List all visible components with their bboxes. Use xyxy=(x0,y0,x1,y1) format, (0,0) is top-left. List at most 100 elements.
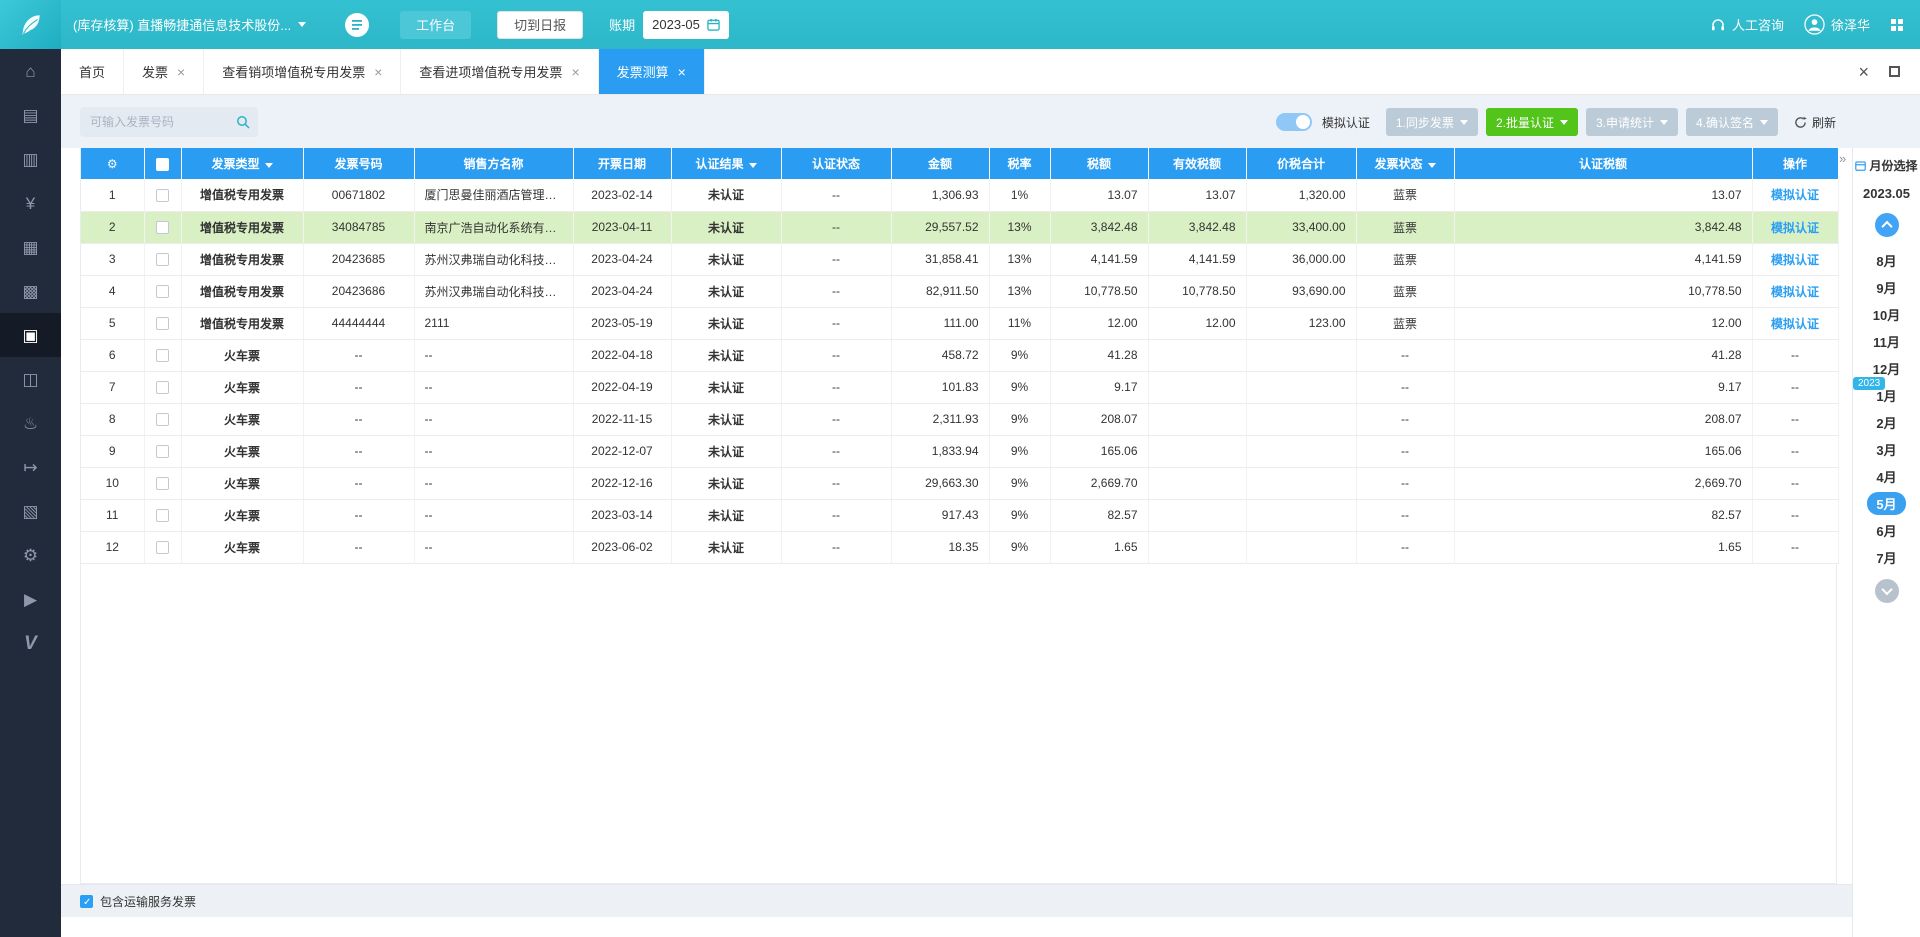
row-checkbox[interactable] xyxy=(156,285,169,299)
col-header-认证结果[interactable]: 认证结果 xyxy=(671,148,782,179)
tab-actions: × xyxy=(1858,49,1920,94)
row-checkbox[interactable] xyxy=(156,445,169,459)
apps-grid-icon[interactable] xyxy=(1890,18,1904,32)
month-item-2月[interactable]: 2月 xyxy=(1853,409,1920,436)
search-icon[interactable] xyxy=(236,115,250,129)
period-picker[interactable]: 2023-05 xyxy=(643,10,729,39)
month-item-5月[interactable]: 5月 xyxy=(1853,490,1920,517)
tab-发票测算[interactable]: 发票测算 × xyxy=(598,49,705,94)
row-checkbox[interactable] xyxy=(156,541,169,555)
table-row[interactable]: 6 火车票 -- -- 2022-04-18 未认证 -- 458.72 9% 41.28 -- 41… xyxy=(81,339,1839,372)
collapse-panel-icon[interactable]: » xyxy=(1839,151,1847,166)
simulate-cert-link[interactable]: 模拟认证 xyxy=(1770,316,1819,331)
tab-close-icon[interactable]: × xyxy=(677,63,686,80)
cell-cert_tax: 2,669.70 xyxy=(1454,467,1753,500)
month-item-9月[interactable]: 9月 xyxy=(1853,274,1920,301)
simulate-cert-link[interactable]: 模拟认证 xyxy=(1770,188,1819,203)
month-label: 8月 xyxy=(1876,254,1897,269)
sidebar-item-brand[interactable]: V xyxy=(0,621,61,665)
cell-date: 2023-02-14 xyxy=(573,179,672,212)
row-checkbox[interactable] xyxy=(156,477,169,491)
sidebar-item-funds[interactable]: ¥ xyxy=(0,181,61,225)
table-row[interactable]: 11 火车票 -- -- 2023-03-14 未认证 -- 917.43 9% 82.57 -- 8… xyxy=(81,499,1839,532)
table-row[interactable]: 10 火车票 -- -- 2022-12-16 未认证 -- 29,663.30 9% 2,669… xyxy=(81,467,1839,500)
scroll-down-button[interactable] xyxy=(1874,579,1899,603)
refresh-button[interactable]: 刷新 xyxy=(1794,114,1836,131)
sidebar-item-checkout[interactable]: ↦ xyxy=(0,445,61,489)
month-item-10月[interactable]: 10月 xyxy=(1853,301,1920,328)
row-checkbox[interactable] xyxy=(156,381,169,395)
account-book-icon[interactable] xyxy=(344,12,370,38)
month-item-3月[interactable]: 3月 xyxy=(1853,436,1920,463)
row-checkbox[interactable] xyxy=(156,413,169,427)
tab-close-icon[interactable]: × xyxy=(177,63,186,80)
checkbox[interactable] xyxy=(156,157,169,171)
sidebar-item-home[interactable]: ⌂ xyxy=(0,49,61,93)
sidebar-item-reports[interactable]: ▥ xyxy=(0,137,61,181)
row-checkbox[interactable] xyxy=(156,188,169,202)
fullscreen-icon[interactable] xyxy=(1889,66,1900,77)
col-header-发票类型[interactable]: 发票类型 xyxy=(181,148,304,179)
tab-close-icon[interactable]: × xyxy=(571,63,580,80)
support-link[interactable]: 人工咨询 xyxy=(1710,15,1784,34)
row-checkbox[interactable] xyxy=(156,221,169,235)
select-all-checkbox[interactable] xyxy=(144,148,182,179)
user-menu[interactable]: 徐泽华 xyxy=(1804,14,1870,35)
row-checkbox[interactable] xyxy=(156,253,169,267)
switch-daily-button[interactable]: 切到日报 xyxy=(497,10,584,39)
month-item-12月[interactable]: 12月 xyxy=(1853,355,1920,382)
sidebar-item-training[interactable]: ▶ xyxy=(0,577,61,621)
table-row[interactable]: 8 火车票 -- -- 2022-11-15 未认证 -- 2,311.93 9% 208.07-… xyxy=(81,403,1839,436)
workbench-button[interactable]: 工作台 xyxy=(400,10,472,39)
company-selector[interactable]: (库存核算) 直播畅捷通信息技术股份... xyxy=(73,15,307,34)
row-checkbox[interactable] xyxy=(156,317,169,331)
simulate-cert-link[interactable]: 模拟认证 xyxy=(1770,284,1819,299)
action-button-1.同步发票[interactable]: 1.同步发票 xyxy=(1385,108,1478,136)
month-item-8月[interactable]: 8月 xyxy=(1853,247,1920,274)
scroll-up-button[interactable] xyxy=(1874,213,1899,237)
sidebar-item-vouchers[interactable]: ▤ xyxy=(0,93,61,137)
sidebar-item-services[interactable]: ♨ xyxy=(0,401,61,445)
sidebar-item-inventory[interactable]: ▣ xyxy=(0,313,61,357)
table-row[interactable]: 3 增值税专用发票 20423685 苏州汉弗瑞自动化科技有限... 2023-04-2… xyxy=(81,243,1839,276)
transport-invoice-checkbox[interactable] xyxy=(80,894,93,909)
tab-查看销项增值税专用发票[interactable]: 查看销项增值税专用发票 × xyxy=(204,49,402,94)
tab-查看进项增值税专用发票[interactable]: 查看进项增值税专用发票 × xyxy=(401,49,599,94)
month-item-7月[interactable]: 7月 xyxy=(1853,544,1920,571)
action-button-2.批量认证[interactable]: 2.批量认证 xyxy=(1485,108,1578,136)
cell-seller: 厦门思曼佳丽酒店管理有限... xyxy=(414,179,574,212)
sidebar-item-settings[interactable]: ⚙ xyxy=(0,533,61,577)
table-row[interactable]: 5 增值税专用发票 44444444 2111 2023-05-19 未认证 -- 111.0… xyxy=(81,307,1839,340)
table-row[interactable]: 2 增值税专用发票 34084785 南京广浩自动化系统有限责... 2023-04-1… xyxy=(81,211,1839,244)
table-row[interactable]: 4 增值税专用发票 20423686 苏州汉弗瑞自动化科技有限... 2023-04-2… xyxy=(81,275,1839,308)
table-row[interactable]: 9 火车票 -- -- 2022-12-07 未认证 -- 1,833.94 9% 165.06-… xyxy=(81,435,1839,468)
row-checkbox[interactable] xyxy=(156,349,169,363)
sidebar-item-assets[interactable]: ◫ xyxy=(0,357,61,401)
search-input[interactable] xyxy=(80,107,258,137)
row-number: 2 xyxy=(81,211,145,244)
table-row[interactable]: 7 火车票 -- -- 2022-04-19 未认证 -- 101.83 9% 9.17 -- 9.1… xyxy=(81,371,1839,404)
month-item-4月[interactable]: 4月 xyxy=(1853,463,1920,490)
simulate-cert-link[interactable]: 模拟认证 xyxy=(1770,220,1819,235)
month-item-11月[interactable]: 11月 xyxy=(1853,328,1920,355)
tab-发票[interactable]: 发票 × xyxy=(124,49,205,94)
simulate-cert-link[interactable]: 模拟认证 xyxy=(1770,252,1819,267)
action-button-4.确认签名[interactable]: 4.确认签名 xyxy=(1685,108,1778,136)
sidebar-item-ledger[interactable]: ▦ xyxy=(0,225,61,269)
close-tab-icon[interactable]: × xyxy=(1858,61,1869,82)
month-item-1月[interactable]: 1月 xyxy=(1853,382,1920,409)
table-row[interactable]: 1 增值税专用发票 00671802 厦门思曼佳丽酒店管理有限... 2023-02-1… xyxy=(81,179,1839,212)
sidebar-item-modules[interactable]: ▩ xyxy=(0,269,61,313)
action-button-3.申请统计[interactable]: 3.申请统计 xyxy=(1585,108,1678,136)
month-item-6月[interactable]: 6月 xyxy=(1853,517,1920,544)
row-checkbox[interactable] xyxy=(156,509,169,523)
tab-close-icon[interactable]: × xyxy=(374,63,383,80)
sidebar-item-archive[interactable]: ▧ xyxy=(0,489,61,533)
column-settings-gear-icon[interactable]: ⚙ xyxy=(81,148,145,179)
col-header-发票状态[interactable]: 发票状态 xyxy=(1356,148,1455,179)
cell-tax: 9.17 xyxy=(1050,371,1149,404)
table-row[interactable]: 12 火车票 -- -- 2023-06-02 未认证 -- 18.35 9% 1.65 -- 1.6… xyxy=(81,531,1839,564)
simulate-cert-toggle[interactable] xyxy=(1275,113,1312,131)
app-logo[interactable] xyxy=(0,0,61,49)
tab-首页[interactable]: 首页 xyxy=(61,49,125,94)
